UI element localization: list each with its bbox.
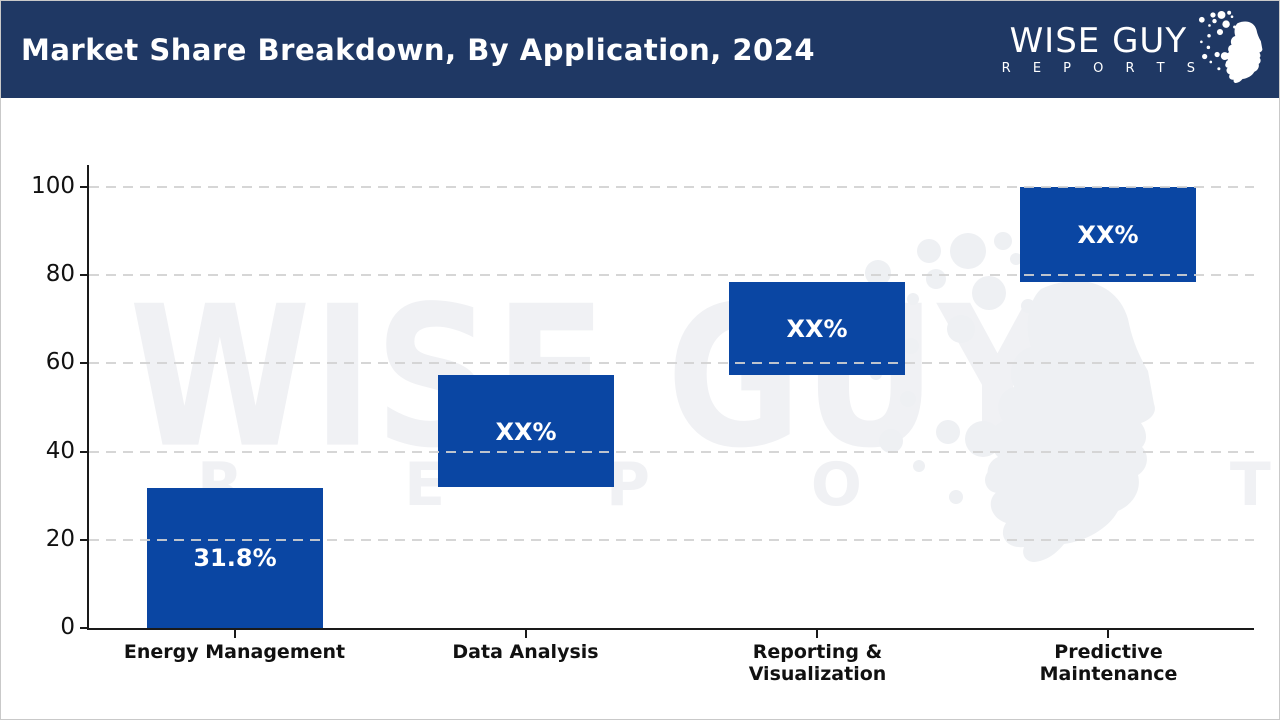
category-label: Energy Management bbox=[123, 641, 346, 663]
y-tick-80 bbox=[80, 274, 88, 277]
bar-segment bbox=[729, 282, 905, 375]
x-tick-3 bbox=[1107, 630, 1109, 638]
gridline-40 bbox=[89, 450, 1254, 453]
y-tick-label-60: 60 bbox=[45, 349, 75, 376]
gridline-80 bbox=[89, 274, 1254, 277]
gridline-60 bbox=[89, 362, 1254, 365]
y-tick-label-0: 0 bbox=[60, 614, 75, 640]
y-tick-0 bbox=[80, 627, 88, 629]
bar-segment bbox=[147, 488, 323, 628]
page-title: Market Share Breakdown, By Application, … bbox=[21, 32, 816, 67]
y-tick-label-40: 40 bbox=[45, 437, 75, 464]
y-tick-label-20: 20 bbox=[45, 525, 75, 552]
bar-value-label: XX% bbox=[1077, 221, 1139, 249]
gridline-20 bbox=[89, 538, 1254, 541]
x-tick-0 bbox=[234, 630, 236, 638]
y-tick-40 bbox=[80, 450, 88, 453]
y-axis-line bbox=[87, 165, 89, 630]
bar-value-label: 31.8% bbox=[193, 544, 277, 572]
category-label: Data Analysis bbox=[452, 641, 599, 663]
category-label: Predictive Maintenance bbox=[1039, 641, 1178, 685]
gridline-100 bbox=[89, 186, 1254, 188]
bar-segment bbox=[438, 375, 614, 487]
bar-value-label: XX% bbox=[495, 418, 557, 446]
y-tick-label-100: 100 bbox=[31, 173, 75, 199]
y-tick-label-80: 80 bbox=[45, 261, 75, 288]
x-tick-1 bbox=[525, 630, 527, 638]
y-tick-20 bbox=[80, 538, 88, 541]
x-axis-line bbox=[87, 628, 1254, 630]
brand-subtitle: R E P O R T S bbox=[1001, 60, 1204, 76]
bar-value-label: XX% bbox=[786, 315, 848, 343]
brand-head-icon bbox=[1198, 10, 1263, 83]
category-label: Reporting & Visualization bbox=[748, 641, 887, 685]
bar-segment bbox=[1020, 187, 1196, 282]
y-tick-60 bbox=[80, 362, 88, 365]
header-bar: Market Share Breakdown, By Application, … bbox=[1, 1, 1279, 98]
brand-name: WISE GUY bbox=[1009, 20, 1188, 61]
x-tick-2 bbox=[816, 630, 818, 638]
brand-logo: WISE GUY R E P O R T S bbox=[1002, 1, 1267, 98]
brand-logo-text: WISE GUY R E P O R T S bbox=[1002, 24, 1195, 76]
y-tick-100 bbox=[80, 186, 88, 188]
